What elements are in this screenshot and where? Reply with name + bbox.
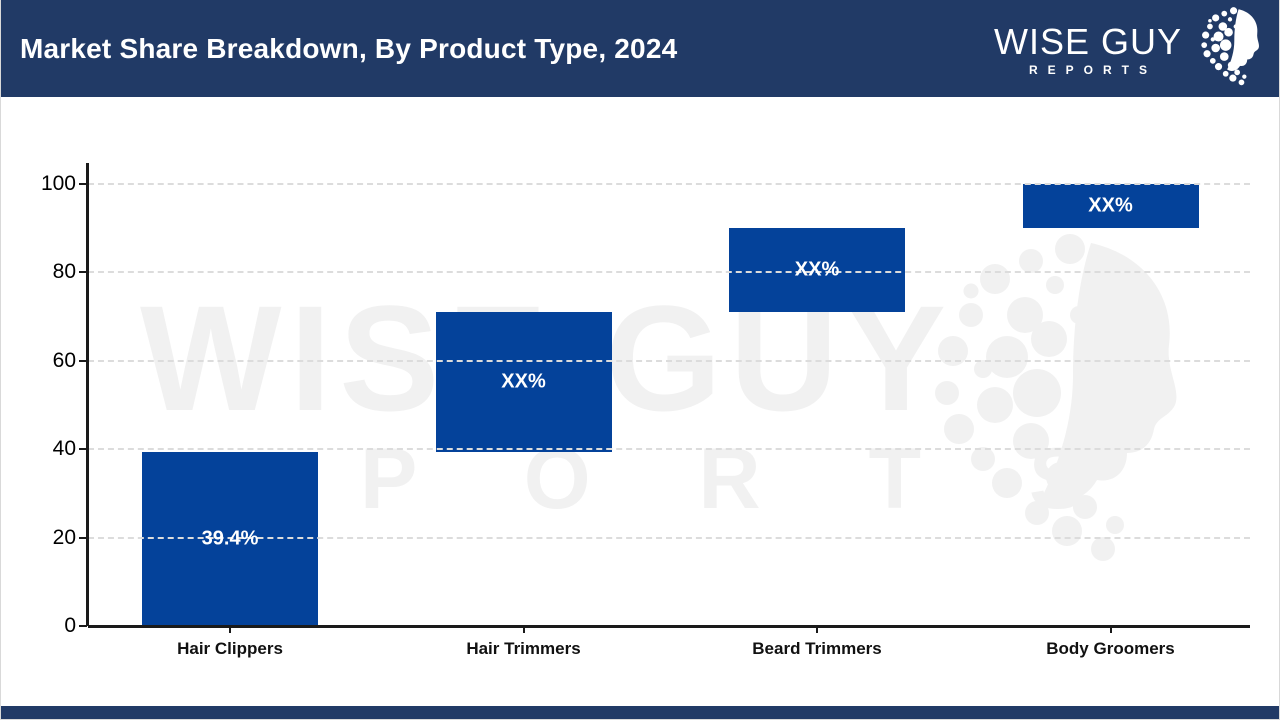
x-axis-tick (1109, 626, 1112, 633)
bar-value-label: XX% (794, 258, 840, 281)
y-axis-tick (79, 625, 87, 627)
x-axis-tick (229, 626, 231, 633)
y-axis-tick-label: 100 (40, 172, 76, 195)
bar-value-label: XX% (501, 370, 546, 393)
x-axis-category-label: Hair Clippers (177, 639, 283, 658)
bar-segment (729, 228, 905, 313)
logo-subtitle: REPORTS (1028, 63, 1157, 77)
gridline (88, 448, 1250, 451)
bar-segment (142, 451, 318, 626)
bar-segment (435, 312, 612, 452)
bar-segment (1022, 184, 1199, 229)
x-axis-line (88, 625, 1250, 628)
header-band: Market Share Breakdown, By Product Type,… (0, 0, 1280, 97)
y-axis-line (86, 163, 89, 626)
y-axis-tick (79, 359, 87, 362)
wise-guy-reports-logo: WISE GUY REPORTS (994, 0, 1266, 97)
x-axis-category-label: Body Groomers (1046, 639, 1175, 658)
y-axis-tick-label: 80 (52, 260, 76, 284)
bar-value-label: 39.4% (201, 527, 259, 550)
x-axis-category-label: Hair Trimmers (466, 639, 581, 658)
gridline (88, 183, 1250, 185)
y-axis-tick (79, 271, 87, 274)
dotted-head-icon (1201, 7, 1260, 86)
footer-band (0, 706, 1280, 720)
y-axis-tick (79, 448, 87, 451)
gridline (88, 271, 1250, 274)
y-axis-tick-label: 20 (52, 525, 76, 549)
y-axis-tick (79, 183, 87, 185)
logo-text: WISE GUY REPORTS (993, 21, 1182, 78)
y-axis-tick-label: 40 (52, 437, 76, 461)
gridline (88, 536, 1250, 539)
chart-title: Market Share Breakdown, By Product Type,… (20, 33, 678, 64)
y-axis-tick (79, 536, 87, 539)
y-axis-tick-label: 0 (64, 614, 76, 637)
x-axis-category-label: Beard Trimmers (752, 639, 882, 658)
y-axis-tick-label: 60 (52, 348, 76, 372)
x-axis-tick (816, 626, 818, 633)
logo-wordmark: WISE GUY (993, 21, 1182, 62)
x-axis-tick (522, 626, 525, 633)
gridline (88, 359, 1250, 362)
bar-value-label: XX% (1088, 194, 1133, 217)
